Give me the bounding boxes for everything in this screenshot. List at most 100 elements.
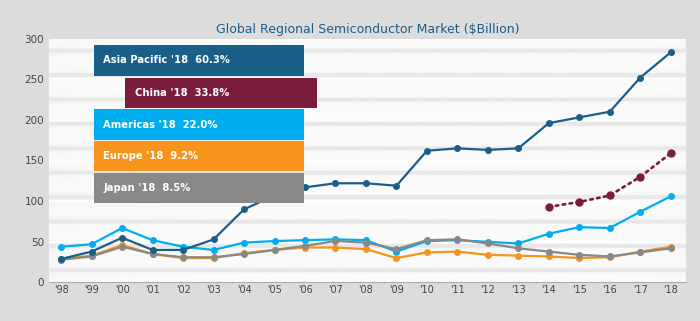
Circle shape <box>0 102 412 121</box>
Circle shape <box>137 126 700 146</box>
Circle shape <box>0 53 700 73</box>
Circle shape <box>0 224 549 243</box>
Circle shape <box>137 53 700 73</box>
Circle shape <box>0 102 640 121</box>
Circle shape <box>137 248 700 268</box>
Circle shape <box>137 151 700 170</box>
Circle shape <box>0 175 412 195</box>
Circle shape <box>366 224 700 243</box>
Circle shape <box>0 29 412 48</box>
Circle shape <box>0 126 503 146</box>
Circle shape <box>0 175 594 195</box>
Circle shape <box>0 126 457 146</box>
Circle shape <box>0 248 640 268</box>
FancyBboxPatch shape <box>94 109 304 140</box>
Circle shape <box>0 151 549 170</box>
Circle shape <box>183 273 700 292</box>
Circle shape <box>229 248 700 268</box>
Circle shape <box>92 102 700 121</box>
Circle shape <box>321 78 700 97</box>
Circle shape <box>0 53 686 73</box>
Circle shape <box>92 53 700 73</box>
Circle shape <box>0 151 503 170</box>
Circle shape <box>321 224 700 243</box>
Circle shape <box>0 248 594 268</box>
Circle shape <box>0 175 457 195</box>
Circle shape <box>0 78 503 97</box>
Circle shape <box>0 273 594 292</box>
Circle shape <box>0 102 503 121</box>
Circle shape <box>137 175 700 195</box>
Circle shape <box>321 273 700 292</box>
Circle shape <box>0 53 457 73</box>
Circle shape <box>183 175 700 195</box>
Circle shape <box>0 273 686 292</box>
Circle shape <box>46 126 700 146</box>
Circle shape <box>229 151 700 170</box>
Circle shape <box>0 224 686 243</box>
Circle shape <box>0 151 412 170</box>
Circle shape <box>0 273 412 292</box>
Circle shape <box>0 248 457 268</box>
Circle shape <box>229 29 700 48</box>
Circle shape <box>0 248 549 268</box>
Circle shape <box>0 126 412 146</box>
Circle shape <box>0 29 686 48</box>
Circle shape <box>321 53 700 73</box>
Circle shape <box>0 126 640 146</box>
Circle shape <box>0 29 503 48</box>
Circle shape <box>137 78 700 97</box>
Circle shape <box>229 224 700 243</box>
Circle shape <box>274 224 700 243</box>
Circle shape <box>274 248 700 268</box>
Circle shape <box>0 273 640 292</box>
Circle shape <box>183 29 700 48</box>
Circle shape <box>0 200 457 219</box>
Circle shape <box>46 224 700 243</box>
Circle shape <box>229 200 700 219</box>
Circle shape <box>229 273 700 292</box>
Circle shape <box>0 273 700 292</box>
Circle shape <box>46 151 700 170</box>
Circle shape <box>0 248 700 268</box>
Text: China '18  33.8%: China '18 33.8% <box>135 88 230 98</box>
Circle shape <box>46 273 700 292</box>
Circle shape <box>366 200 700 219</box>
Circle shape <box>92 200 700 219</box>
Circle shape <box>321 200 700 219</box>
Circle shape <box>0 29 457 48</box>
Circle shape <box>92 273 700 292</box>
Text: Japan '18  8.5%: Japan '18 8.5% <box>103 183 190 193</box>
Circle shape <box>274 53 700 73</box>
Circle shape <box>0 53 640 73</box>
Circle shape <box>0 29 700 48</box>
Circle shape <box>229 102 700 121</box>
Circle shape <box>0 53 412 73</box>
Circle shape <box>92 29 700 48</box>
Circle shape <box>0 151 457 170</box>
Circle shape <box>0 126 700 146</box>
Text: Asia Pacific '18  60.3%: Asia Pacific '18 60.3% <box>103 56 230 65</box>
Circle shape <box>366 29 700 48</box>
Circle shape <box>0 175 640 195</box>
Circle shape <box>0 78 457 97</box>
Circle shape <box>0 53 594 73</box>
Text: Americas '18  22.0%: Americas '18 22.0% <box>103 119 218 129</box>
Circle shape <box>0 200 594 219</box>
Circle shape <box>274 78 700 97</box>
Circle shape <box>0 200 686 219</box>
Circle shape <box>274 102 700 121</box>
Circle shape <box>0 102 594 121</box>
Circle shape <box>137 224 700 243</box>
Circle shape <box>0 102 549 121</box>
Circle shape <box>321 248 700 268</box>
Circle shape <box>0 200 503 219</box>
Text: Europe '18  9.2%: Europe '18 9.2% <box>103 151 198 161</box>
Circle shape <box>0 151 594 170</box>
Circle shape <box>229 126 700 146</box>
Circle shape <box>321 29 700 48</box>
Circle shape <box>0 200 640 219</box>
Circle shape <box>0 102 700 121</box>
Circle shape <box>366 53 700 73</box>
Circle shape <box>0 78 412 97</box>
